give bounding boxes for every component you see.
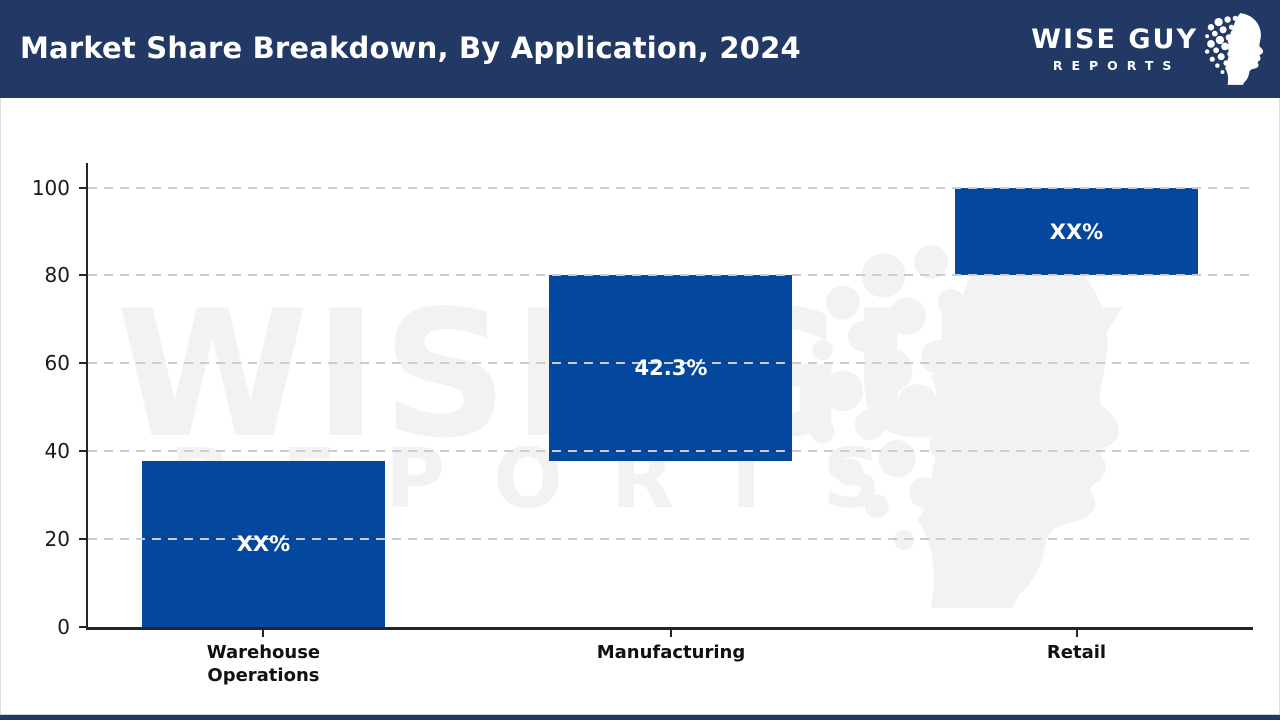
x-tick-label: Retail bbox=[1046, 642, 1107, 663]
y-tick-mark bbox=[79, 186, 87, 189]
y-tick-label: 60 bbox=[44, 351, 70, 376]
x-tick-mark bbox=[1075, 630, 1078, 637]
y-tick-label: 100 bbox=[31, 175, 70, 200]
x-tick-label: Manufacturing bbox=[596, 642, 746, 663]
bar bbox=[141, 461, 385, 627]
logo-text: WISE GUY REPORTS bbox=[1031, 26, 1198, 73]
x-axis-spine bbox=[86, 627, 1253, 630]
y-tick-label: 80 bbox=[44, 263, 70, 288]
gridline bbox=[88, 538, 1253, 541]
y-tick-mark bbox=[79, 538, 87, 541]
logo-wordmark: WISE GUY bbox=[1031, 23, 1198, 55]
x-tick-mark bbox=[262, 630, 265, 637]
x-tick-label: Warehouse Operations bbox=[206, 642, 321, 686]
chart-title: Market Share Breakdown, By Application, … bbox=[20, 31, 801, 66]
wiseguy-logo: WISE GUY REPORTS bbox=[1031, 7, 1266, 91]
bottom-border bbox=[0, 714, 1280, 720]
bar bbox=[954, 187, 1198, 276]
y-tick-mark bbox=[79, 362, 87, 365]
y-tick-mark bbox=[79, 274, 87, 277]
bar-value-label: 42.3% bbox=[634, 356, 708, 381]
x-tick-mark bbox=[669, 630, 672, 637]
bar-value-label: XX% bbox=[236, 532, 291, 557]
dot-head-icon bbox=[1202, 7, 1266, 91]
y-tick-mark bbox=[79, 450, 87, 453]
gridline bbox=[88, 186, 1253, 189]
gridline bbox=[88, 362, 1253, 365]
y-tick-label: 0 bbox=[57, 615, 70, 639]
gridline bbox=[88, 450, 1253, 453]
header-banner: Market Share Breakdown, By Application, … bbox=[0, 0, 1280, 98]
gridline bbox=[88, 274, 1253, 277]
bar-value-label: XX% bbox=[1049, 219, 1104, 244]
y-axis-spine bbox=[86, 163, 88, 629]
chart-canvas: WISE GUY REPORTS XX% 42.3% XX% 0 20 40 60 80 100… bbox=[0, 98, 1280, 714]
bar bbox=[549, 275, 793, 462]
y-tick-label: 20 bbox=[44, 527, 70, 552]
y-tick-mark bbox=[79, 626, 87, 628]
logo-subtitle: REPORTS bbox=[1052, 57, 1181, 73]
plot-area: XX% 42.3% XX% 0 20 40 60 80 100 Warehouse Operatio… bbox=[32, 163, 1253, 686]
y-tick-label: 40 bbox=[44, 439, 70, 464]
